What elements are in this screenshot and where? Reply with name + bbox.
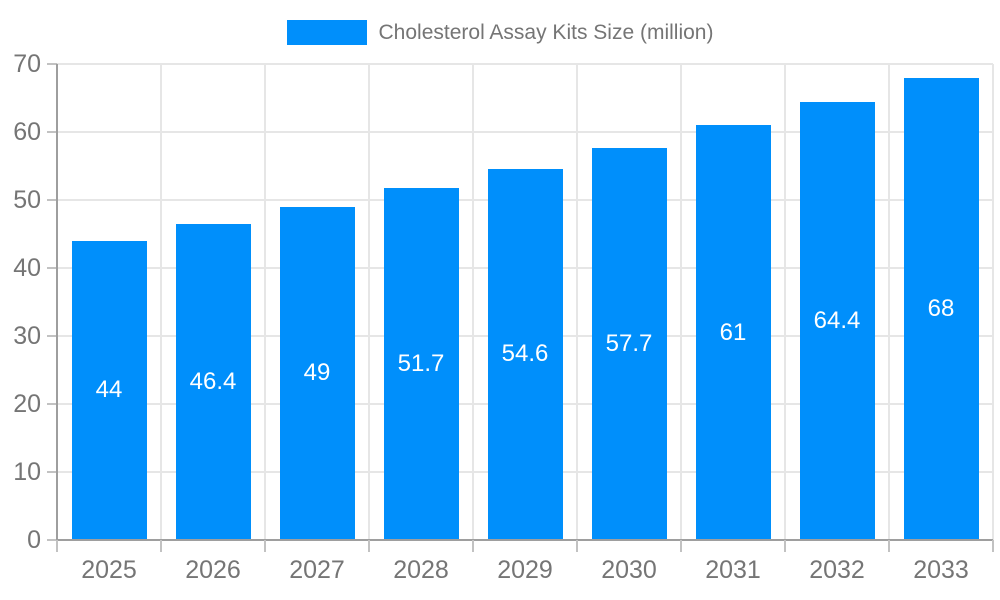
y-axis-label: 40: [13, 254, 41, 282]
gridline-vertical: [160, 64, 162, 540]
legend-swatch: [286, 20, 367, 45]
y-axis-tick: [47, 471, 57, 473]
chart-legend[interactable]: Cholesterol Assay Kits Size (million): [0, 20, 1000, 45]
x-axis-label: 2031: [705, 556, 761, 584]
bar-value-label: 64.4: [813, 307, 861, 335]
bar-2030[interactable]: [591, 147, 667, 540]
y-axis-tick: [47, 131, 57, 133]
x-axis-label: 2026: [185, 556, 241, 584]
x-axis-tick: [368, 540, 370, 552]
x-axis-label: 2029: [497, 556, 553, 584]
x-axis-tick: [160, 540, 162, 552]
bar-2031[interactable]: [695, 125, 771, 540]
x-axis-label: 2032: [809, 556, 865, 584]
x-axis-tick: [56, 540, 58, 552]
x-axis-label: 2033: [913, 556, 969, 584]
x-axis-tick: [680, 540, 682, 552]
y-axis-tick: [47, 199, 57, 201]
y-axis-tick: [47, 335, 57, 337]
y-axis-line: [56, 64, 58, 540]
bar-2032[interactable]: [799, 102, 875, 540]
gridline-horizontal: [57, 63, 993, 65]
bar-value-label: 46.4: [189, 368, 237, 396]
y-axis-label: 50: [13, 186, 41, 214]
gridline-vertical: [472, 64, 474, 540]
gridline-vertical: [992, 64, 994, 540]
x-axis-tick: [992, 540, 994, 552]
y-axis-label: 30: [13, 322, 41, 350]
y-axis-label: 0: [27, 526, 41, 554]
gridline-vertical: [784, 64, 786, 540]
x-axis-tick: [472, 540, 474, 552]
bar-2028[interactable]: [383, 188, 459, 540]
x-axis-line: [57, 539, 993, 541]
bar-value-label: 54.6: [501, 340, 549, 368]
x-axis-label: 2027: [289, 556, 345, 584]
x-axis-label: 2028: [393, 556, 449, 584]
y-axis-label: 60: [13, 118, 41, 146]
gridline-vertical: [576, 64, 578, 540]
bar-value-label: 68: [927, 294, 955, 322]
bar-value-label: 44: [95, 376, 123, 404]
x-axis-label: 2030: [601, 556, 657, 584]
y-axis-tick: [47, 267, 57, 269]
y-axis-tick: [47, 63, 57, 65]
bar-value-label: 61: [719, 318, 747, 346]
bar-value-label: 49: [303, 359, 331, 387]
gridline-vertical: [368, 64, 370, 540]
y-axis-tick: [47, 539, 57, 541]
bar-2025[interactable]: [71, 240, 147, 540]
legend-label: Cholesterol Assay Kits Size (million): [378, 21, 714, 44]
gridline-horizontal: [57, 131, 993, 133]
bar-value-label: 51.7: [397, 350, 445, 378]
x-axis-tick: [784, 540, 786, 552]
x-axis-tick: [576, 540, 578, 552]
bar-2033[interactable]: [903, 77, 979, 540]
x-axis-tick: [264, 540, 266, 552]
bar-2026[interactable]: [175, 224, 251, 540]
y-axis-label: 70: [13, 50, 41, 78]
gridline-vertical: [264, 64, 266, 540]
y-axis-label: 20: [13, 390, 41, 418]
y-axis-label: 10: [13, 458, 41, 486]
bar-value-label: 57.7: [605, 329, 653, 357]
gridline-vertical: [680, 64, 682, 540]
bar-2027[interactable]: [279, 206, 355, 540]
bar-2029[interactable]: [487, 168, 563, 540]
gridline-vertical: [888, 64, 890, 540]
y-axis-tick: [47, 403, 57, 405]
x-axis-label: 2025: [81, 556, 137, 584]
x-axis-tick: [888, 540, 890, 552]
